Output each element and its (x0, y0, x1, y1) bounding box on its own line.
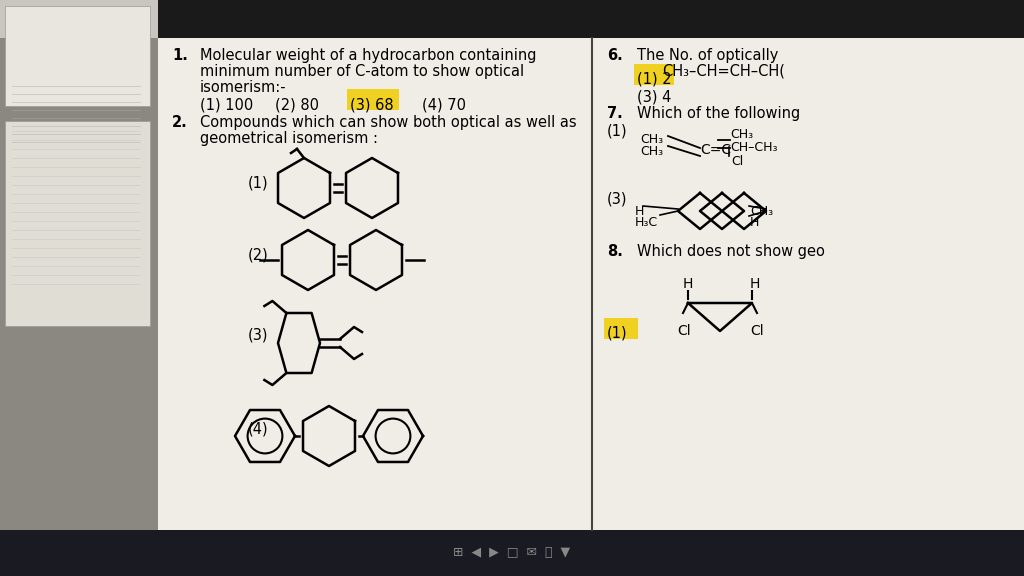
Text: 1.: 1. (172, 48, 187, 63)
Polygon shape (278, 313, 319, 373)
Text: (3): (3) (248, 328, 268, 343)
Polygon shape (282, 230, 334, 290)
Text: 7.: 7. (607, 106, 623, 121)
Text: H: H (635, 205, 644, 218)
FancyBboxPatch shape (347, 89, 399, 110)
Text: Which does not show geo: Which does not show geo (637, 244, 825, 259)
Text: (1) 100: (1) 100 (200, 97, 253, 112)
Text: CH₃: CH₃ (730, 128, 753, 141)
FancyBboxPatch shape (604, 318, 638, 339)
Text: Compounds which can show both optical as well as: Compounds which can show both optical as… (200, 115, 577, 130)
Text: 2.: 2. (172, 115, 187, 130)
Polygon shape (362, 410, 423, 462)
Text: ⊞  ◀  ▶  □  ✉  🔔  ▼: ⊞ ◀ ▶ □ ✉ 🔔 ▼ (454, 547, 570, 559)
Text: (4) 70: (4) 70 (422, 97, 466, 112)
Text: Molecular weight of a hydrocarbon containing: Molecular weight of a hydrocarbon contai… (200, 48, 537, 63)
Text: (4): (4) (248, 421, 268, 436)
FancyBboxPatch shape (0, 530, 1024, 576)
Text: (1) 2: (1) 2 (637, 72, 672, 87)
Text: (1): (1) (607, 124, 628, 139)
Text: Cl: Cl (731, 155, 743, 168)
Text: CH–CH₃: CH–CH₃ (730, 141, 777, 154)
Text: The No. of optically: The No. of optically (637, 48, 778, 63)
Polygon shape (338, 256, 346, 264)
Text: CH₃–CH=CH–CH(: CH₃–CH=CH–CH( (662, 64, 785, 79)
Text: H: H (750, 216, 760, 229)
Polygon shape (279, 158, 330, 218)
Text: (3) 68: (3) 68 (350, 97, 393, 112)
Polygon shape (350, 230, 402, 290)
Polygon shape (334, 184, 342, 192)
Polygon shape (346, 158, 398, 218)
Text: (2) 80: (2) 80 (275, 97, 319, 112)
FancyBboxPatch shape (5, 121, 150, 326)
FancyBboxPatch shape (634, 64, 674, 85)
Polygon shape (303, 406, 355, 466)
Text: geometrical isomerism :: geometrical isomerism : (200, 131, 378, 146)
Text: 6.: 6. (607, 48, 623, 63)
FancyBboxPatch shape (5, 6, 150, 106)
Text: H: H (750, 277, 761, 291)
Text: Cl: Cl (677, 324, 690, 338)
Text: Which of the following: Which of the following (637, 106, 800, 121)
FancyBboxPatch shape (0, 38, 158, 530)
Text: H: H (683, 277, 693, 291)
Text: CH₃: CH₃ (640, 145, 664, 158)
Text: (2): (2) (248, 248, 268, 263)
Text: (1): (1) (607, 326, 628, 341)
Text: H₃C: H₃C (635, 216, 658, 229)
Text: CH₃: CH₃ (750, 205, 773, 218)
Text: CH₃: CH₃ (640, 133, 664, 146)
Text: Cl: Cl (750, 324, 764, 338)
FancyBboxPatch shape (158, 0, 1024, 38)
Text: 8.: 8. (607, 244, 623, 259)
Polygon shape (678, 193, 722, 229)
Text: minimum number of C-atom to show optical: minimum number of C-atom to show optical (200, 64, 524, 79)
Polygon shape (700, 193, 744, 229)
Polygon shape (234, 410, 295, 462)
Text: (1): (1) (248, 176, 268, 191)
FancyBboxPatch shape (158, 38, 1024, 530)
Text: C=C: C=C (700, 143, 731, 157)
Text: (3) 4: (3) 4 (637, 89, 672, 104)
Polygon shape (722, 193, 766, 229)
Polygon shape (688, 303, 752, 331)
Text: (3): (3) (607, 191, 628, 206)
Text: isomerism:-: isomerism:- (200, 80, 287, 95)
